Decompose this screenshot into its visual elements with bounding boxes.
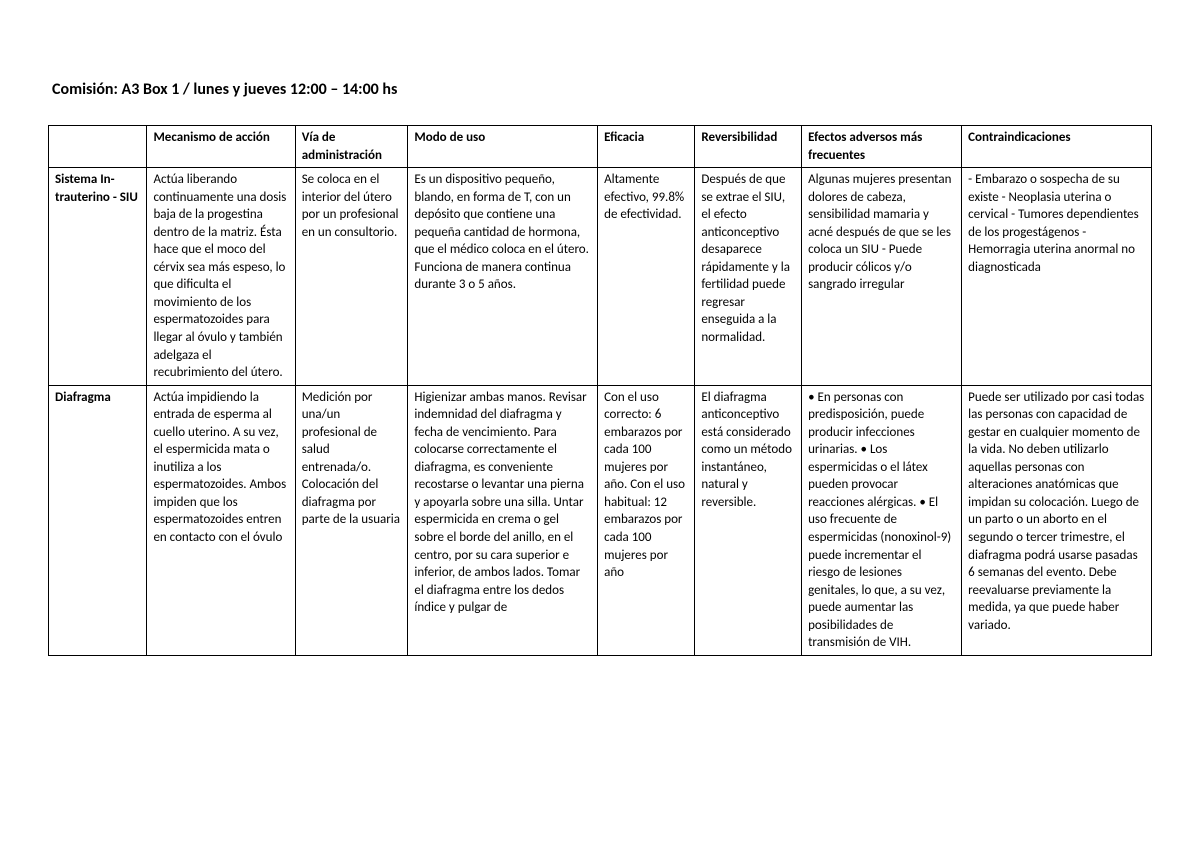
page-title: Comisión: A3 Box 1 / lunes y jueves 12:0… bbox=[48, 80, 1152, 99]
cell-siu-via: Se coloca en el interior del útero por u… bbox=[295, 168, 408, 386]
col-header-mecanismo: Mecanismo de acción bbox=[147, 126, 295, 168]
table-row: Diafragma Actúa impidiendo la entrada de… bbox=[49, 385, 1152, 655]
table-header-row: Mecanismo de acción Vía de administració… bbox=[49, 126, 1152, 168]
document-page: Comisión: A3 Box 1 / lunes y jueves 12:0… bbox=[0, 0, 1200, 656]
contraceptive-table: Mecanismo de acción Vía de administració… bbox=[48, 125, 1152, 656]
cell-diafragma-contra: Puede ser utilizado por casi todas las p… bbox=[962, 385, 1152, 655]
cell-siu-eficacia: Altamente efectivo, 99.8% de efectividad… bbox=[598, 168, 695, 386]
table-row: Sistema In-trauterino - SIU Actúa libera… bbox=[49, 168, 1152, 386]
col-header-eficacia: Eficacia bbox=[598, 126, 695, 168]
cell-diafragma-via: Medición por una/un profesional de salud… bbox=[295, 385, 408, 655]
col-header-contra: Contraindicaciones bbox=[962, 126, 1152, 168]
col-header-efectos: Efectos adversos más frecuentes bbox=[802, 126, 962, 168]
cell-siu-efectos: Algunas mujeres presentan dolores de cab… bbox=[802, 168, 962, 386]
col-header-rowlabel bbox=[49, 126, 147, 168]
col-header-modo: Modo de uso bbox=[408, 126, 598, 168]
cell-siu-modo: Es un dispositivo pequeño, blando, en fo… bbox=[408, 168, 598, 386]
cell-diafragma-efectos: • En personas con predisposición, puede … bbox=[802, 385, 962, 655]
row-label-siu: Sistema In-trauterino - SIU bbox=[49, 168, 147, 386]
cell-diafragma-eficacia: Con el uso correcto: 6 embarazos por cad… bbox=[598, 385, 695, 655]
cell-siu-contra: - Embarazo o sospecha de su existe - Neo… bbox=[962, 168, 1152, 386]
cell-diafragma-mecanismo: Actúa impidiendo la entrada de esperma a… bbox=[147, 385, 295, 655]
cell-diafragma-modo: Higienizar ambas manos. Revisar indemnid… bbox=[408, 385, 598, 655]
row-label-diafragma: Diafragma bbox=[49, 385, 147, 655]
col-header-reversibilidad: Reversibilidad bbox=[695, 126, 802, 168]
col-header-via: Vía de administración bbox=[295, 126, 408, 168]
cell-siu-mecanismo: Actúa liberando continuamente una dosis … bbox=[147, 168, 295, 386]
cell-siu-reversibilidad: Después de que se extrae el SIU, el efec… bbox=[695, 168, 802, 386]
cell-diafragma-reversibilidad: El diafragma anticonceptivo está conside… bbox=[695, 385, 802, 655]
